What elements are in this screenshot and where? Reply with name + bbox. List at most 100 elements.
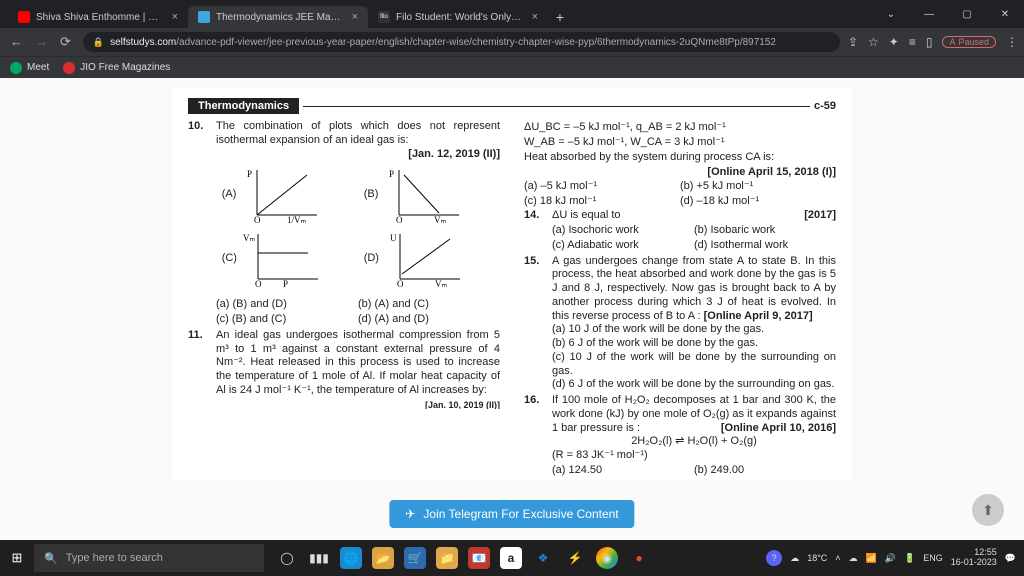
- notification-icon[interactable]: 💬: [1005, 553, 1016, 564]
- chrome-icon[interactable]: ◉: [596, 547, 618, 569]
- close-icon[interactable]: ×: [352, 11, 358, 23]
- chapter-header: Thermodynamics c-59: [188, 98, 836, 114]
- tab-0[interactable]: Shiva Shiva Enthomme | #Sound ×: [8, 6, 188, 28]
- start-button[interactable]: ⊞: [0, 550, 34, 566]
- bookmarks-bar: Meet JIO Free Magazines: [0, 56, 1024, 78]
- q15-body: A gas undergoes change from state A to s…: [552, 255, 836, 393]
- plot-C: (C) PVₘOP: [222, 229, 353, 289]
- youtube-icon: [18, 11, 30, 23]
- opt-d: (d) (A) and (D): [358, 312, 500, 327]
- explorer-icon[interactable]: 📂: [372, 547, 394, 569]
- clock[interactable]: 12:55 16-01-2023: [951, 548, 997, 568]
- browser-titlebar: Shiva Shiva Enthomme | #Sound × Thermody…: [0, 0, 1024, 28]
- new-tab-button[interactable]: +: [548, 6, 572, 28]
- q14-body: ΔU is equal to [2017] (a) Isochoric work…: [552, 209, 836, 252]
- tab-2[interactable]: filo Filo Student: World's Only Live In …: [368, 6, 548, 28]
- q16-attrib: [Online April 10, 2016]: [721, 422, 836, 436]
- pdf-page: Thermodynamics c-59 10. The combination …: [172, 88, 852, 480]
- q13-data: ΔU_BC = –5 kJ mol⁻¹, q_AB = 2 kJ mol⁻¹ W…: [524, 120, 836, 209]
- svg-text:PVₘ: PVₘ: [243, 233, 256, 243]
- mail-icon[interactable]: 📧: [468, 547, 490, 569]
- menu-icon[interactable]: ⋮: [1006, 35, 1018, 49]
- reload-button[interactable]: ⟳: [60, 34, 71, 50]
- opt-b: (b) Isobaric work: [694, 223, 836, 238]
- opt-b: (b) (A) and (C): [358, 297, 500, 312]
- close-icon[interactable]: ×: [172, 11, 178, 23]
- sidepanel-icon[interactable]: ▯: [926, 35, 933, 49]
- app-icon[interactable]: ⚡: [564, 547, 586, 569]
- bookmark-label: JIO Free Magazines: [80, 62, 170, 73]
- right-column: ΔU_BC = –5 kJ mol⁻¹, q_AB = 2 kJ mol⁻¹ W…: [524, 120, 836, 480]
- paused-label: Paused: [958, 37, 989, 47]
- site-icon: [198, 11, 210, 23]
- telegram-banner[interactable]: ✈ Join Telegram For Exclusive Content: [389, 500, 634, 528]
- plot-label: (D): [364, 252, 379, 266]
- opt-d: (d) 6 J of the work will be done by the …: [552, 378, 836, 392]
- volume-icon[interactable]: 🔊: [885, 553, 896, 564]
- q14-options: (a) Isochoric work (b) Isobaric work (c)…: [552, 223, 836, 253]
- dropbox-icon[interactable]: ❖: [532, 547, 554, 569]
- question-15: 15. A gas undergoes change from state A …: [524, 255, 836, 393]
- question-10: 10. The combination of plots which does …: [188, 120, 500, 327]
- share-icon[interactable]: ⇪: [848, 35, 858, 49]
- svg-text:P: P: [283, 279, 288, 289]
- edge-icon[interactable]: 🌐: [340, 547, 362, 569]
- maximize-button[interactable]: ▢: [948, 9, 986, 20]
- line2: W_AB = –5 kJ mol⁻¹, W_CA = 3 kJ mol⁻¹: [524, 135, 836, 150]
- window-controls: ⌄ — ▢ ✕: [872, 0, 1024, 28]
- q14-attrib: [2017]: [804, 209, 836, 223]
- q-text: The combination of plots which does not …: [216, 120, 500, 327]
- cortana-icon[interactable]: ◯: [276, 547, 298, 569]
- brave-icon[interactable]: ●: [628, 547, 650, 569]
- store-icon[interactable]: 🛒: [404, 547, 426, 569]
- tab-1[interactable]: Thermodynamics JEE Mains Ques ×: [188, 6, 368, 28]
- system-tray: ? ☁ 18°C ˄ ☁ 📶 🔊 🔋 ENG 12:55 16-01-2023 …: [766, 548, 1024, 568]
- plot-label: (A): [222, 188, 237, 202]
- extensions-icon[interactable]: ✦: [889, 35, 899, 49]
- q-attrib: [Jan. 12, 2019 (II)]: [216, 148, 500, 162]
- url-box[interactable]: 🔒 selfstudys.com/advance-pdf-viewer/jee-…: [83, 32, 840, 52]
- opt-c: (c) 10 J of the work will be done by the…: [552, 351, 836, 379]
- taskbar-apps: ◯ ▮▮▮ 🌐 📂 🛒 📁 📧 a ❖ ⚡ ◉ ●: [276, 547, 650, 569]
- lang-indicator[interactable]: ENG: [923, 553, 943, 563]
- onedrive-icon[interactable]: ☁: [849, 553, 858, 564]
- tray-up-icon[interactable]: ˄: [835, 553, 840, 563]
- opt-a: (a) (B) and (D): [216, 297, 358, 312]
- jio-icon: [63, 62, 75, 74]
- svg-text:Vₘ: Vₘ: [434, 215, 446, 225]
- svg-text:1/Vₘ: 1/Vₘ: [287, 215, 307, 225]
- plot-grid: (A) PO1/Vₘ (B): [216, 165, 500, 293]
- search-icon: 🔍: [44, 552, 58, 565]
- q-number: 10.: [188, 120, 208, 327]
- wifi-icon[interactable]: 📶: [866, 553, 877, 564]
- taskview-icon[interactable]: ▮▮▮: [308, 547, 330, 569]
- folder-icon[interactable]: 📁: [436, 547, 458, 569]
- news-icon[interactable]: ?: [766, 550, 782, 566]
- star-icon[interactable]: ☆: [868, 35, 879, 49]
- filo-icon: filo: [378, 11, 390, 23]
- close-button[interactable]: ✕: [986, 9, 1024, 20]
- weather-temp[interactable]: 18°C: [807, 553, 827, 563]
- opt-a: (a) 124.50: [552, 463, 694, 478]
- profile-paused[interactable]: APaused: [942, 36, 996, 48]
- opt-c: (c) 18 kJ mol⁻¹: [524, 194, 680, 209]
- readlist-icon[interactable]: ≡: [909, 35, 916, 49]
- tabs-dropdown-icon[interactable]: ⌄: [872, 9, 910, 20]
- opt-c: (c) (B) and (C): [216, 312, 358, 327]
- taskbar-search[interactable]: 🔍 Type here to search: [34, 544, 264, 572]
- q11-text: An ideal gas undergoes isothermal compre…: [216, 329, 500, 398]
- back-button[interactable]: ←: [10, 34, 23, 50]
- battery-icon[interactable]: 🔋: [904, 553, 915, 564]
- weather-icon[interactable]: ☁: [790, 553, 799, 564]
- plot-B: (B) POVₘ: [364, 165, 495, 225]
- svg-text:O: O: [255, 279, 262, 289]
- bookmark-meet[interactable]: Meet: [10, 62, 49, 74]
- bookmark-jio[interactable]: JIO Free Magazines: [63, 62, 170, 74]
- chapter-title: Thermodynamics: [188, 98, 299, 114]
- forward-button[interactable]: →: [35, 34, 48, 50]
- close-icon[interactable]: ×: [532, 11, 538, 23]
- scroll-top-button[interactable]: ⬆: [972, 494, 1004, 526]
- plot-A: (A) PO1/Vₘ: [222, 165, 353, 225]
- minimize-button[interactable]: —: [910, 9, 948, 20]
- amazon-icon[interactable]: a: [500, 547, 522, 569]
